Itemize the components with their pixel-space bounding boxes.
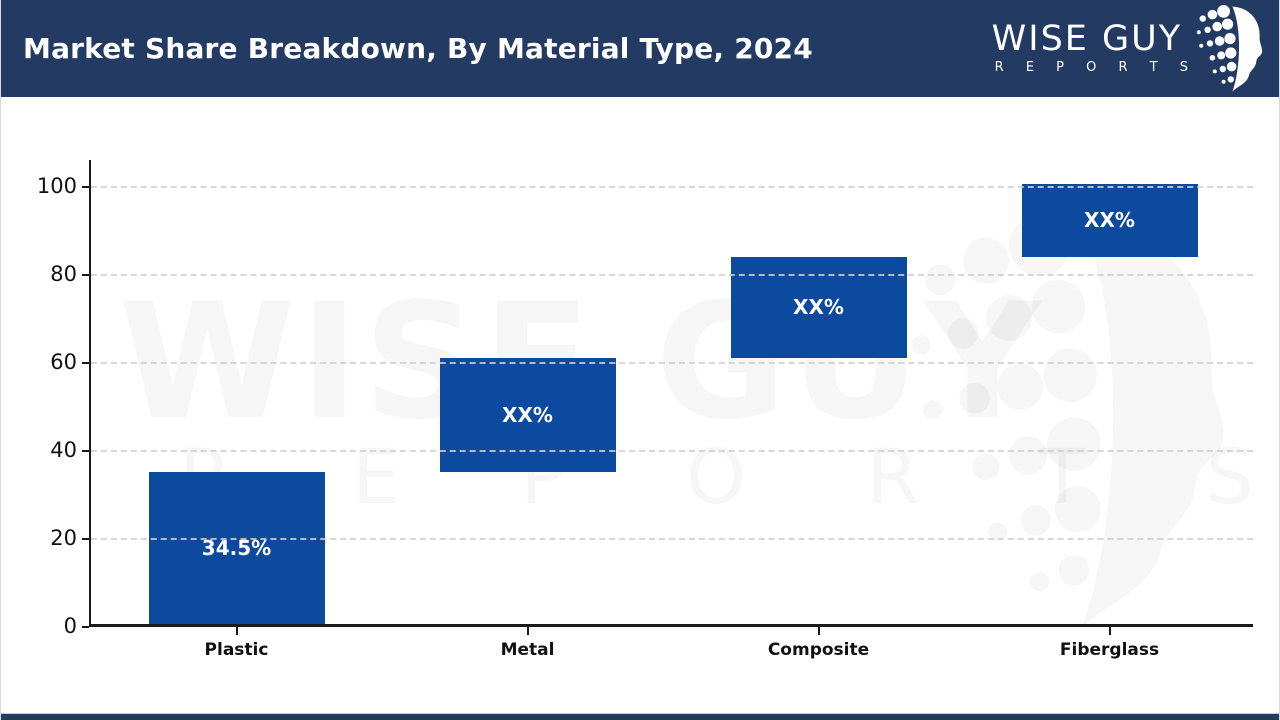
x-tick-mark xyxy=(235,627,238,635)
wiseguy-logo-subtext: R E P O R T S xyxy=(994,60,1197,75)
bar-value-label-plastic: 34.5% xyxy=(201,536,272,561)
bar-fiberglass: XX% xyxy=(1021,184,1198,257)
x-axis-label-metal: Metal xyxy=(500,640,555,660)
y-tick-label-20: 20 xyxy=(50,526,77,550)
y-tick-mark xyxy=(82,274,89,276)
y-tick-label-60: 60 xyxy=(50,350,77,374)
footer-accent-bar xyxy=(1,713,1279,720)
y-tick-label-100: 100 xyxy=(36,174,77,198)
gridline-60 xyxy=(91,362,1253,364)
bar-metal: XX% xyxy=(439,357,616,473)
bar-value-label-metal: XX% xyxy=(502,403,553,427)
wiseguy-logo: WISE GUY R E P O R T S xyxy=(991,4,1279,93)
bar-composite: XX% xyxy=(730,256,907,358)
y-tick-label-40: 40 xyxy=(50,438,77,462)
y-tick-mark xyxy=(82,186,89,188)
wiseguy-logo-text: WISE GUY R E P O R T S xyxy=(991,19,1197,76)
x-axis-label-plastic: Plastic xyxy=(204,640,269,660)
gridline-40 xyxy=(91,450,1253,452)
x-tick-mark xyxy=(817,627,820,635)
y-tick-mark xyxy=(82,450,89,452)
bar-plastic: 34.5% xyxy=(148,472,325,624)
x-tick-mark xyxy=(526,627,529,635)
x-axis-label-composite: Composite xyxy=(767,640,870,660)
y-tick-mark xyxy=(82,362,89,364)
y-tick-label-0: 0 xyxy=(63,614,77,638)
header-band: Market Share Breakdown, By Material Type… xyxy=(1,0,1279,97)
gridline-20 xyxy=(91,538,1253,540)
wiseguy-logo-wordmark: WISE GUY xyxy=(991,19,1183,59)
bar-value-label-composite: XX% xyxy=(793,295,844,320)
wiseguy-head-icon xyxy=(1196,4,1263,91)
y-tick-label-80: 80 xyxy=(50,262,77,286)
gridline-80 xyxy=(91,274,1253,276)
plot-area: 0 20 40 60 80 100 34.5% Plastic XX% Metal XX% Compo… xyxy=(37,160,1253,660)
x-tick-mark xyxy=(1108,627,1111,635)
chart-title: Market Share Breakdown, By Material Type… xyxy=(23,32,813,65)
watermark-subtext: R E P O R T S xyxy=(179,432,1280,521)
gridline-100 xyxy=(91,186,1253,188)
x-axis-label-fiberglass: Fiberglass xyxy=(1059,640,1160,660)
bar-value-label-fiberglass: XX% xyxy=(1084,208,1135,233)
y-tick-mark xyxy=(82,626,89,628)
y-tick-mark xyxy=(82,538,89,540)
